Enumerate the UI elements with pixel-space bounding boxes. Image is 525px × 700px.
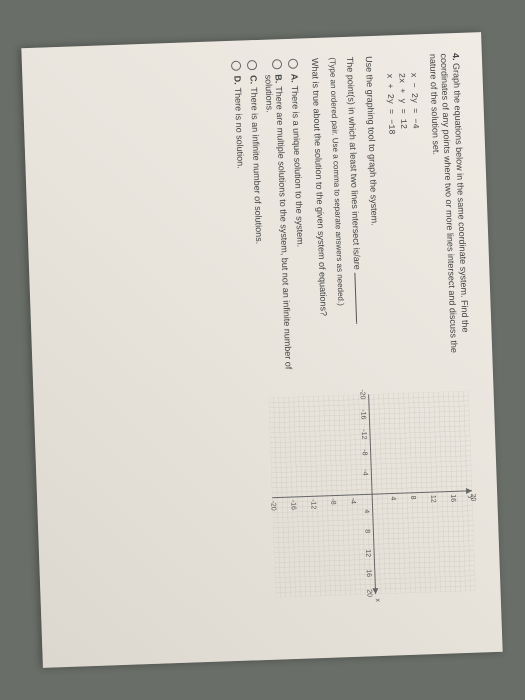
- radio-icon[interactable]: [288, 59, 298, 69]
- y-tick-label: -12: [309, 499, 316, 509]
- y-tick-label: -4: [349, 498, 356, 504]
- y-tick-label: -8: [329, 498, 336, 504]
- x-tick-label: 4: [363, 509, 370, 513]
- equations-block: x − 2y = −4 2x + y = 12 x + 2y = −18: [383, 72, 429, 378]
- radio-icon[interactable]: [231, 61, 241, 71]
- graph-column: y x 20161284-4-8-12-16-20 -20-16-12-8-44…: [237, 390, 486, 640]
- y-tick-label: 12: [429, 495, 436, 503]
- y-tick-label: 8: [409, 496, 416, 500]
- grid-svg: [269, 391, 476, 598]
- worksheet-paper: 4. Graph the equations below in the same…: [21, 32, 502, 668]
- y-tick-label: 20: [469, 493, 476, 501]
- radio-icon[interactable]: [272, 59, 282, 69]
- y-tick-label: -20: [269, 500, 276, 510]
- coordinate-grid[interactable]: y x 20161284-4-8-12-16-20 -20-16-12-8-44…: [269, 391, 476, 598]
- x-tick-label: 8: [363, 529, 370, 533]
- question-column: 4. Graph the equations below in the same…: [226, 53, 478, 384]
- answer-blank[interactable]: [354, 272, 366, 322]
- y-tick-label: -16: [289, 500, 296, 510]
- point-question: The point(s) in which at least two lines…: [344, 57, 361, 270]
- y-tick-label: 4: [389, 496, 396, 500]
- x-tick-label: 20: [365, 589, 372, 597]
- x-axis-label: x: [374, 598, 381, 602]
- x-tick-label: -4: [361, 469, 368, 475]
- x-tick-label: -12: [360, 429, 367, 439]
- question-number: 4.: [451, 53, 461, 61]
- x-tick-label: 16: [365, 569, 372, 577]
- x-tick-label: 12: [364, 549, 371, 557]
- intro-text: Graph the equations below in the same co…: [427, 53, 470, 353]
- x-tick-label: -16: [359, 409, 366, 419]
- x-tick-label: -8: [361, 449, 368, 455]
- radio-icon[interactable]: [247, 60, 257, 70]
- x-tick-label: -20: [358, 389, 365, 399]
- y-tick-label: 16: [449, 494, 456, 502]
- options-list: A.There is a unique solution to the syst…: [231, 59, 310, 384]
